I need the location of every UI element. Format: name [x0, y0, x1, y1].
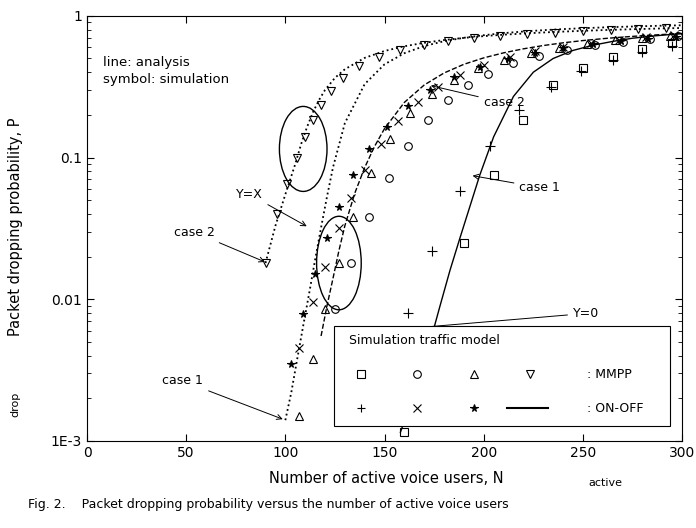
- Text: case 1: case 1: [162, 374, 282, 419]
- Text: : MMPP: : MMPP: [587, 367, 631, 381]
- Text: drop: drop: [10, 391, 20, 417]
- Text: case 2: case 2: [432, 84, 525, 109]
- Text: Y=X: Y=X: [236, 188, 306, 226]
- Text: active: active: [588, 478, 622, 488]
- FancyBboxPatch shape: [334, 326, 670, 426]
- Text: : ON-OFF: : ON-OFF: [587, 401, 643, 414]
- Text: Simulation traffic model: Simulation traffic model: [349, 334, 500, 347]
- Text: Y=0: Y=0: [386, 307, 599, 332]
- Text: case 2: case 2: [174, 226, 264, 262]
- Text: Packet dropping probability, P: Packet dropping probability, P: [8, 118, 23, 336]
- Text: Fig. 2.    Packet dropping probability versus the number of active voice users: Fig. 2. Packet dropping probability vers…: [28, 498, 509, 511]
- Text: line: analysis
symbol: simulation: line: analysis symbol: simulation: [103, 56, 229, 86]
- Text: case 1: case 1: [474, 174, 560, 194]
- Text: Number of active voice users, N: Number of active voice users, N: [269, 471, 504, 486]
